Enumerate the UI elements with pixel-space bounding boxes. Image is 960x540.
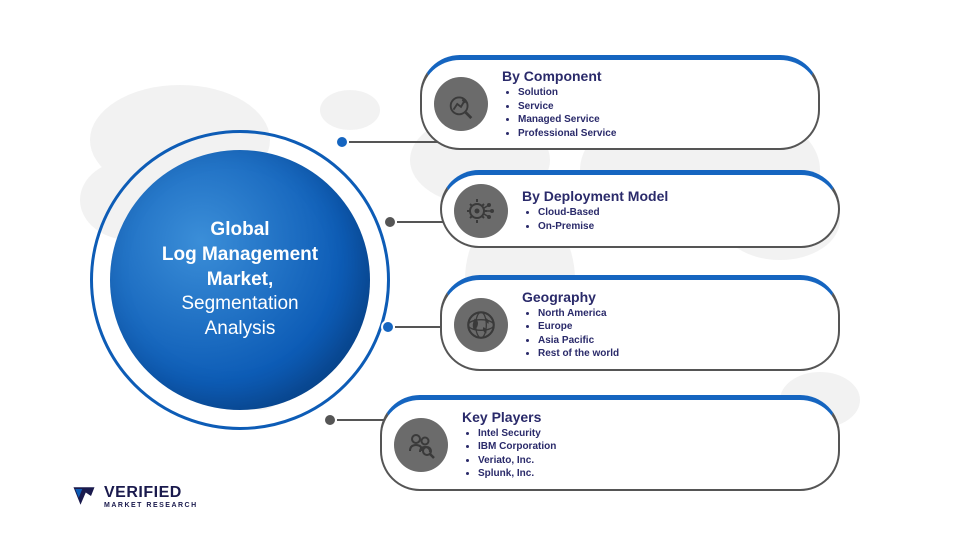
center-line5: Analysis (162, 317, 318, 342)
segment-content: By Component SolutionServiceManaged Servi… (502, 68, 616, 140)
segment-item: On-Premise (538, 220, 668, 234)
connector-dot (335, 135, 349, 149)
globe-icon (454, 298, 508, 352)
connector-dot (323, 413, 337, 427)
segment-item: Solution (518, 86, 616, 100)
segment-item: Veriato, Inc. (478, 454, 556, 468)
center-line2: Log Management (162, 243, 318, 268)
segment-title: Geography (522, 289, 619, 305)
logo-line1: VERIFIED (104, 484, 198, 502)
gear-network-icon (454, 184, 508, 238)
segment-item: Managed Service (518, 113, 616, 127)
connector-dot (383, 215, 397, 229)
center-circle: Global Log Management Market, Segmentati… (110, 150, 370, 410)
logo-line2: MARKET RESEARCH (104, 502, 198, 509)
segment-list: Cloud-BasedOn-Premise (522, 206, 668, 233)
segment-content: By Deployment Model Cloud-BasedOn-Premise (522, 188, 668, 233)
segment-list: SolutionServiceManaged ServiceProfession… (502, 86, 616, 140)
chart-up-icon (434, 77, 488, 131)
center-title: Global Log Management Market, Segmentati… (142, 198, 338, 361)
connector-dot (381, 320, 395, 334)
segment-title: By Component (502, 68, 616, 84)
segment-card-by-component: By Component SolutionServiceManaged Servi… (420, 55, 820, 150)
segment-item: Cloud-Based (538, 206, 668, 220)
segment-item: IBM Corporation (478, 440, 556, 454)
segment-content: Key Players Intel SecurityIBM Corporation… (462, 409, 556, 481)
center-line1: Global (162, 218, 318, 243)
segment-item: Asia Pacific (538, 334, 619, 348)
segment-list: North AmericaEuropeAsia PacificRest of t… (522, 307, 619, 361)
segment-list: Intel SecurityIBM CorporationVeriato, In… (462, 427, 556, 481)
people-search-icon (394, 418, 448, 472)
brand-logo: VERIFIED MARKET RESEARCH (70, 482, 198, 510)
segment-content: Geography North AmericaEuropeAsia Pacific… (522, 289, 619, 361)
segment-card-by-deployment-model: By Deployment Model Cloud-BasedOn-Premise (440, 170, 840, 248)
logo-text: VERIFIED MARKET RESEARCH (104, 484, 198, 509)
center-line3: Market, (162, 268, 318, 293)
segment-title: By Deployment Model (522, 188, 668, 204)
segment-card-geography: Geography North AmericaEuropeAsia Pacific… (440, 275, 840, 371)
segment-item: Intel Security (478, 427, 556, 441)
segment-item: Europe (538, 320, 619, 334)
segment-card-key-players: Key Players Intel SecurityIBM Corporation… (380, 395, 840, 491)
segment-item: North America (538, 307, 619, 321)
segment-item: Professional Service (518, 127, 616, 141)
logo-mark-icon (70, 482, 98, 510)
segment-item: Service (518, 100, 616, 114)
segment-title: Key Players (462, 409, 556, 425)
center-line4: Segmentation (162, 292, 318, 317)
segment-item: Splunk, Inc. (478, 467, 556, 481)
segment-item: Rest of the world (538, 347, 619, 361)
